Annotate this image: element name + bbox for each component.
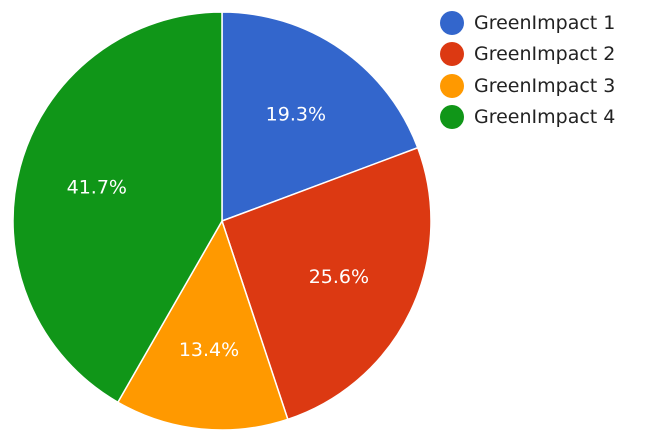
slice-value-label-3: 13.4% bbox=[179, 339, 239, 361]
pie-slice-3 bbox=[116, 219, 289, 431]
slice-value-label-2: 25.6% bbox=[309, 266, 369, 288]
legend-swatch-icon bbox=[440, 73, 464, 98]
legend-swatch-icon bbox=[440, 10, 464, 35]
legend-swatch-icon bbox=[440, 105, 464, 129]
legend-swatch-icon bbox=[440, 42, 464, 66]
legend-label: GreenImpact 4 bbox=[474, 106, 616, 128]
legend-item-2: GreenImpact 2 bbox=[440, 42, 615, 67]
legend-label: GreenImpact 2 bbox=[474, 43, 616, 65]
slice-value-label-1: 19.3% bbox=[266, 104, 326, 126]
legend-item-3: GreenImpact 3 bbox=[440, 73, 615, 98]
pie-slice-1 bbox=[221, 11, 419, 223]
pie-slice-2 bbox=[221, 146, 432, 421]
pie-slice-4 bbox=[12, 11, 223, 404]
legend-label: GreenImpact 1 bbox=[474, 11, 616, 34]
legend-item-1: GreenImpact 1 bbox=[440, 10, 615, 35]
pie-chart: 19.3% 25.6% 13.4% 41.7% bbox=[12, 11, 432, 431]
slice-value-label-4: 41.7% bbox=[67, 177, 127, 199]
legend: GreenImpact 1 GreenImpact 2 GreenImpact 3 G… bbox=[440, 10, 615, 136]
legend-label: GreenImpact 3 bbox=[474, 74, 616, 97]
legend-item-4: GreenImpact 4 bbox=[440, 105, 615, 130]
